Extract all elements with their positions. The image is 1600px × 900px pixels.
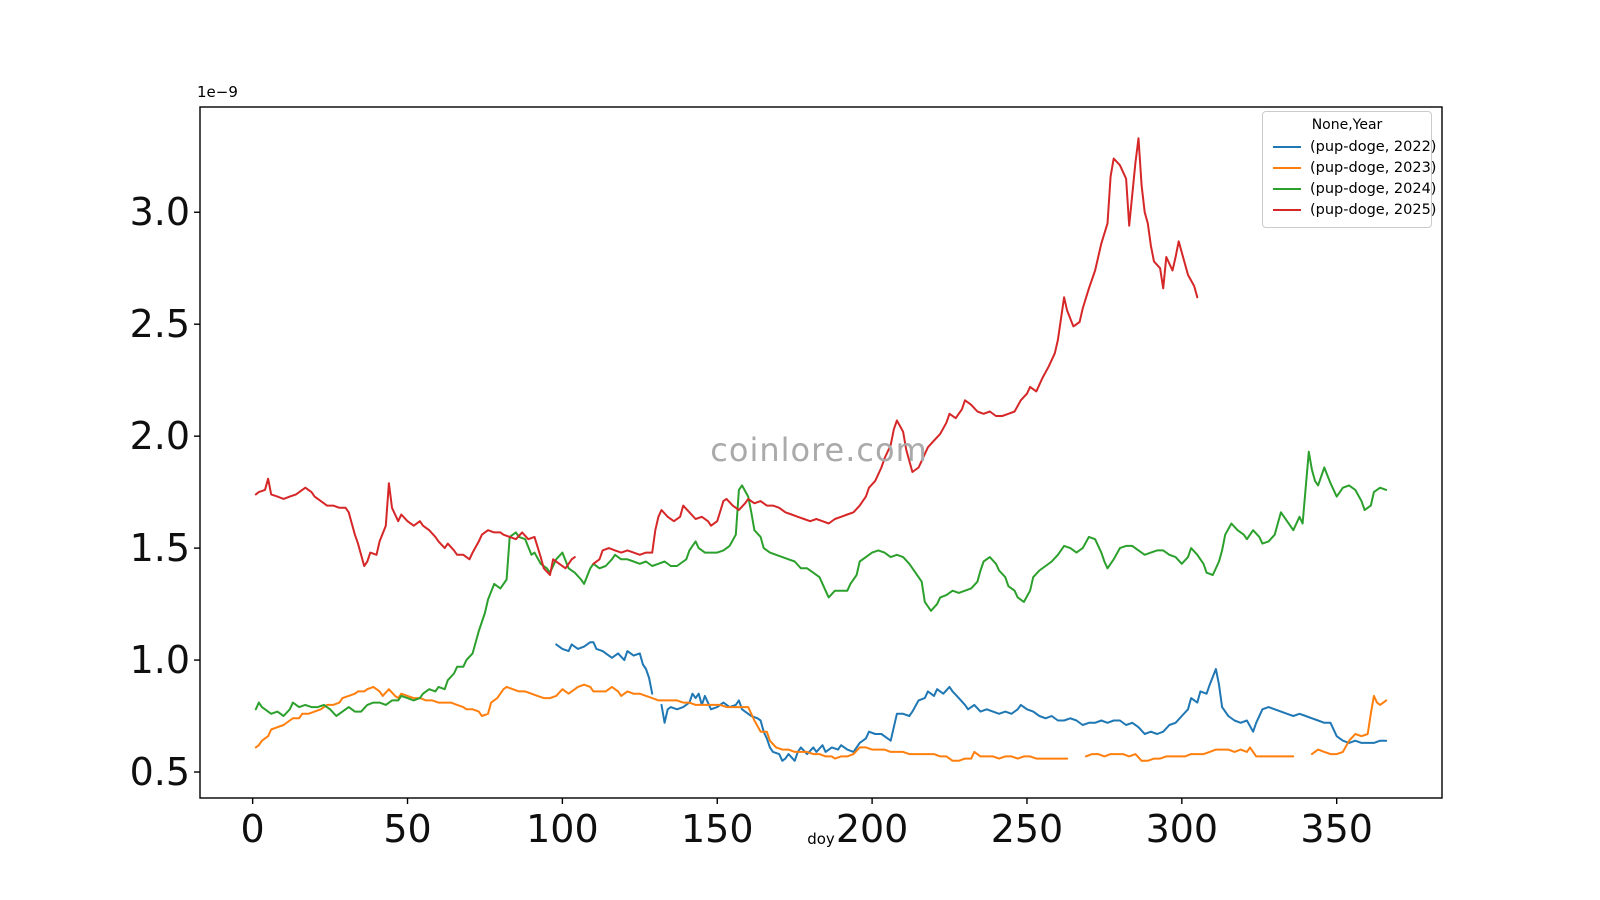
x-tick-label: 250 <box>990 807 1064 851</box>
x-tick-label: 350 <box>1300 807 1373 851</box>
legend-entries: (pup-doge, 2022) (pup-doge, 2023) (pup-dog… <box>1271 137 1436 221</box>
legend-entry-2023: (pup-doge, 2023) <box>1271 158 1436 179</box>
series-line-2025 <box>254 137 1199 576</box>
legend-line-swatch-2022 <box>1273 146 1301 149</box>
legend-line-swatch-2025 <box>1273 209 1301 212</box>
legend-label: (pup-doge, 2023) <box>1310 160 1437 177</box>
x-tick-label: 300 <box>1145 807 1219 851</box>
legend: None,Year (pup-doge, 2022) (pup-doge, 202… <box>1262 111 1436 228</box>
x-tick-label: 150 <box>680 807 754 851</box>
y-tick-label: 1.0 <box>129 638 190 683</box>
legend-line-swatch-2024 <box>1273 188 1301 191</box>
legend-label: (pup-doge, 2022) <box>1310 139 1437 156</box>
y-tick-label: 1.5 <box>129 526 190 571</box>
y-tick-label: 3.0 <box>129 190 190 235</box>
legend-title: None,Year <box>1311 117 1383 133</box>
series-line-2022 <box>555 641 1388 762</box>
legend-label: (pup-doge, 2025) <box>1310 202 1437 219</box>
legend-entry-2024: (pup-doge, 2024) <box>1271 179 1436 200</box>
y-tick-label: 2.5 <box>129 302 190 347</box>
series-line-2024 <box>254 450 1388 717</box>
x-tick-label: 50 <box>383 807 432 851</box>
watermark: coinlore.com <box>710 431 928 469</box>
y-tick-label: 0.5 <box>129 750 190 795</box>
legend-line-swatch-2023 <box>1273 167 1301 170</box>
y-tick-label: 2.0 <box>129 414 190 459</box>
legend-entry-2022: (pup-doge, 2022) <box>1271 137 1436 158</box>
legend-entry-2025: (pup-doge, 2025) <box>1271 200 1436 221</box>
plot-border <box>199 106 1443 799</box>
series-line-2023 <box>254 683 1388 762</box>
x-tick-label: 200 <box>835 807 909 851</box>
y-axis-offset-label: 1e−9 <box>197 83 238 101</box>
x-tick-label: 100 <box>526 807 599 851</box>
x-tick-label: 0 <box>240 807 265 851</box>
legend-label: (pup-doge, 2024) <box>1310 181 1437 198</box>
x-axis-label: doy <box>807 830 835 848</box>
